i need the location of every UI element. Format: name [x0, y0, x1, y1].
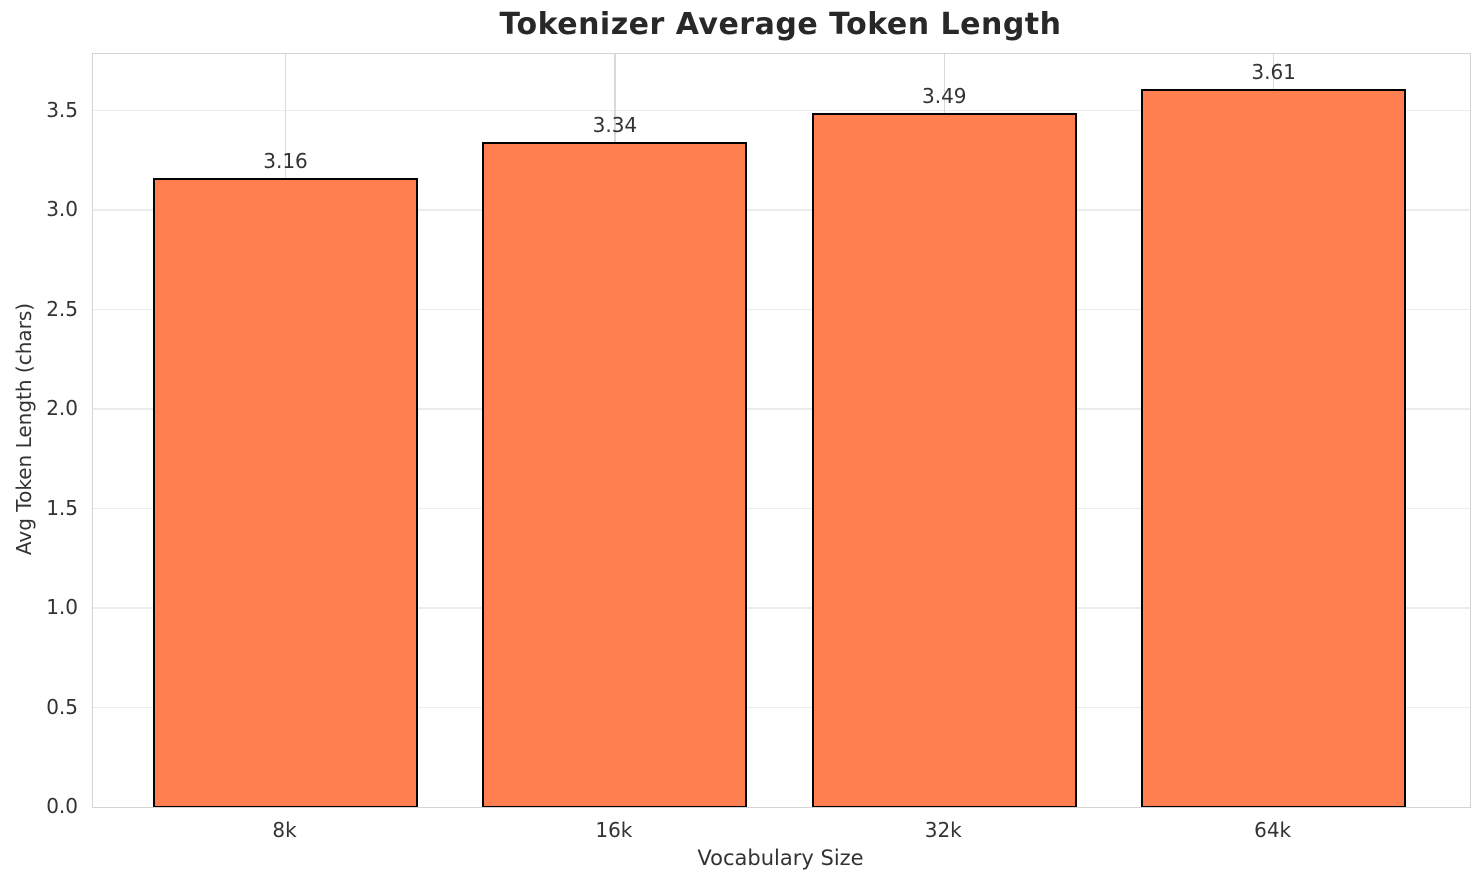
gridline-horizontal [93, 507, 1470, 510]
y-tick-label: 3.0 [46, 197, 78, 221]
gridline-horizontal [93, 408, 1470, 410]
bar-8k [152, 178, 419, 807]
plot-area: 3.16 3.34 3.49 3.61 [92, 53, 1471, 808]
gridline-horizontal [93, 607, 1470, 609]
bar-32k [811, 112, 1077, 807]
x-axis-label: Vocabulary Size [697, 846, 864, 870]
bar-value-label: 3.34 [592, 113, 638, 138]
gridline-horizontal [93, 706, 1470, 709]
y-tick-label: 1.5 [46, 495, 78, 520]
gridline-horizontal [93, 109, 1470, 112]
x-tick-label: 32k [924, 818, 962, 842]
y-tick-label: 2.0 [46, 396, 78, 420]
y-tick-label: 2.5 [46, 296, 78, 321]
y-tick-label: 3.5 [46, 97, 78, 122]
gridline-horizontal [93, 308, 1470, 311]
y-tick-label: 1.0 [46, 595, 78, 619]
bar-value-label: 3.49 [921, 83, 967, 108]
bar-64k [1141, 88, 1407, 807]
x-tick-label: 16k [595, 818, 633, 842]
bar-16k [482, 142, 748, 807]
gridline-horizontal [93, 209, 1470, 211]
y-tick-label: 0.0 [46, 794, 78, 818]
y-tick-label: 0.5 [46, 694, 78, 719]
chart-title: Tokenizer Average Token Length [499, 7, 1062, 42]
bar-value-label: 3.61 [1251, 59, 1296, 84]
x-tick-label: 64k [1254, 818, 1292, 842]
x-tick-label: 8k [272, 818, 297, 842]
bar-value-label: 3.16 [263, 149, 308, 174]
